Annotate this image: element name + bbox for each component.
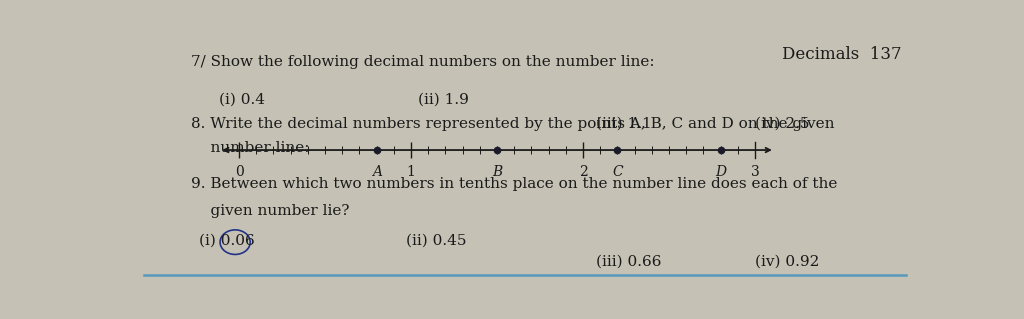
Text: (i) 0.4: (i) 0.4 <box>219 92 265 106</box>
Text: A: A <box>372 165 382 179</box>
Text: 1: 1 <box>407 165 416 179</box>
Text: (iv) 2.5: (iv) 2.5 <box>755 117 809 131</box>
Text: (iv) 0.92: (iv) 0.92 <box>755 255 819 268</box>
Text: (i) 0.06: (i) 0.06 <box>200 234 255 248</box>
Text: D: D <box>715 165 726 179</box>
Text: 8. Write the decimal numbers represented by the points A, B, C and D on the give: 8. Write the decimal numbers represented… <box>191 117 835 131</box>
Text: (iii) 1.1: (iii) 1.1 <box>596 117 652 131</box>
Text: C: C <box>612 165 623 179</box>
Text: 3: 3 <box>751 165 760 179</box>
Text: 7/ Show the following decimal numbers on the number line:: 7/ Show the following decimal numbers on… <box>191 56 655 70</box>
Text: (ii) 0.45: (ii) 0.45 <box>406 234 466 248</box>
Text: 2: 2 <box>579 165 588 179</box>
Text: 9. Between which two numbers in tenths place on the number line does each of the: 9. Between which two numbers in tenths p… <box>191 177 838 191</box>
Text: B: B <box>492 165 502 179</box>
Text: given number lie?: given number lie? <box>191 204 350 218</box>
Text: (ii) 1.9: (ii) 1.9 <box>418 92 469 106</box>
Text: number line:: number line: <box>191 141 310 155</box>
Text: Decimals  137: Decimals 137 <box>782 46 902 63</box>
Text: (iii) 0.66: (iii) 0.66 <box>596 255 662 268</box>
Text: 0: 0 <box>234 165 244 179</box>
